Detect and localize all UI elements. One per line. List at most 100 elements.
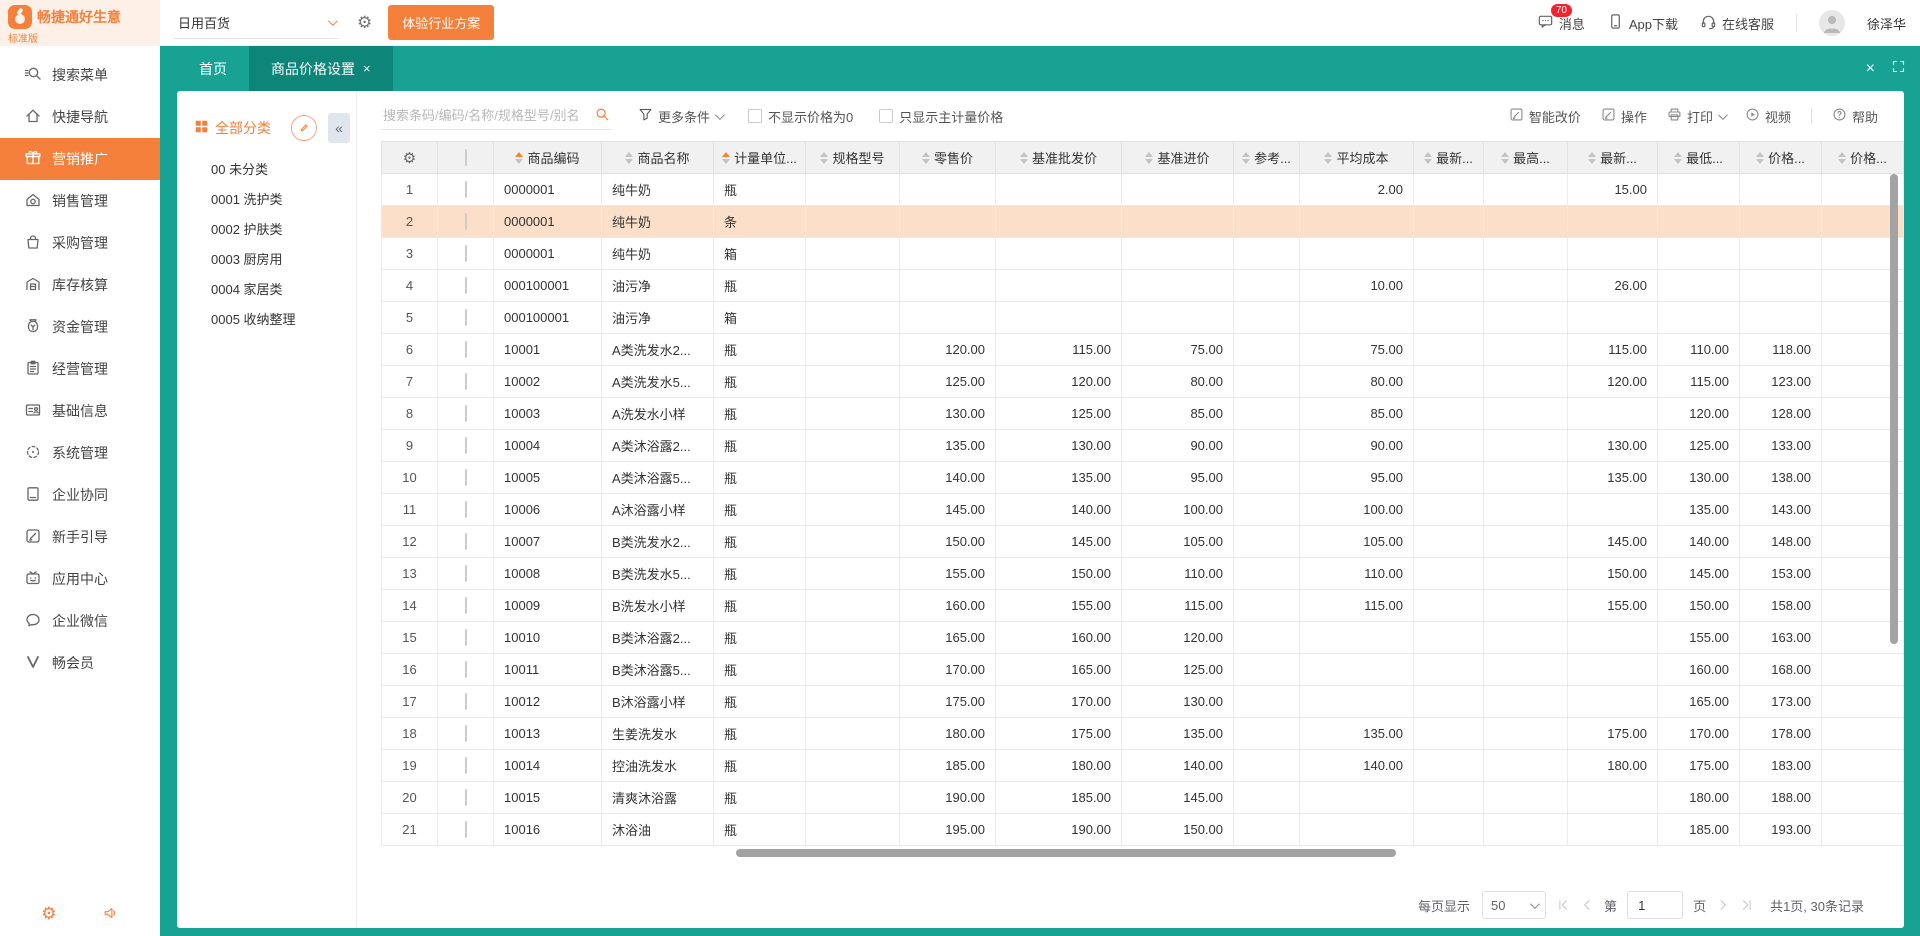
sort-arrows-icon[interactable] <box>1838 151 1847 164</box>
column-header-spec[interactable]: 规格型号 <box>805 141 900 174</box>
row-checkbox[interactable] <box>464 405 467 422</box>
row-checkbox[interactable] <box>464 309 467 326</box>
table-row[interactable]: 5 000100001 油污净箱 <box>381 301 1904 334</box>
sidebar-item-search[interactable]: 搜索菜单 <box>0 54 160 96</box>
edit-category-button[interactable] <box>291 115 317 141</box>
org-selector[interactable]: 日用百货 <box>174 7 339 39</box>
table-row[interactable]: 12 10007 B类洗发水2... 瓶 150.00 145.00 105.00 105.0… <box>381 525 1904 558</box>
select-all-checkbox[interactable] <box>464 149 467 166</box>
table-row[interactable]: 13 10008 B类洗发水5... 瓶 155.00 150.00 110.00 110.0… <box>381 557 1904 590</box>
sidebar-item-wechat[interactable]: 企业微信 <box>0 600 160 642</box>
column-header-retail[interactable]: 零售价 <box>899 141 996 174</box>
category-item[interactable]: 0005 收纳整理 <box>211 311 296 327</box>
row-checkbox[interactable] <box>464 789 467 806</box>
horizontal-scrollbar[interactable] <box>381 849 1886 857</box>
messages-button[interactable]: 消息 70 <box>1537 4 1585 33</box>
sort-arrows-icon[interactable] <box>1145 151 1154 164</box>
sidebar-item-appcenter[interactable]: 应用中心 <box>0 558 160 600</box>
video-button[interactable]: 视频 <box>1745 107 1791 126</box>
sort-arrows-icon[interactable] <box>1501 151 1510 164</box>
column-header-latest_a[interactable]: 最新... <box>1413 141 1484 174</box>
category-item[interactable]: 0001 洗护类 <box>211 191 283 207</box>
row-checkbox[interactable] <box>464 533 467 550</box>
print-button[interactable]: 打印 <box>1667 107 1728 126</box>
operate-button[interactable]: 操作 <box>1601 107 1647 126</box>
row-checkbox[interactable] <box>464 693 467 710</box>
row-checkbox[interactable] <box>464 821 467 838</box>
row-checkbox[interactable] <box>464 373 467 390</box>
row-checkbox[interactable] <box>464 629 467 646</box>
sort-arrows-icon[interactable] <box>722 151 731 164</box>
sort-arrows-icon[interactable] <box>1588 151 1597 164</box>
announcement-horn-icon[interactable] <box>103 905 119 924</box>
column-header-unit[interactable]: 计量单位... <box>713 141 806 174</box>
column-header-ref[interactable]: 参考... <box>1233 141 1300 174</box>
category-item[interactable]: 00 未分类 <box>211 161 269 177</box>
close-icon[interactable]: × <box>1865 59 1875 77</box>
table-row[interactable]: 8 10003 A洗发水小样瓶 130.00 125.00 85.00 85.00 120.0… <box>381 397 1904 430</box>
table-row[interactable]: 11 10006 A沐浴露小样瓶 145.00 140.00 100.00 100.00 13… <box>381 493 1904 526</box>
table-row[interactable]: 3 0000001 纯牛奶箱 <box>381 237 1904 270</box>
row-checkbox[interactable] <box>464 277 467 294</box>
sidebar-item-business[interactable]: 经营管理 <box>0 348 160 390</box>
table-row[interactable]: 10 10005 A类沐浴露5... 瓶 140.00 135.00 95.00 95.00 1… <box>381 461 1904 494</box>
row-checkbox[interactable] <box>464 245 467 262</box>
trial-plan-button[interactable]: 体验行业方案 <box>388 5 495 40</box>
sidebar-item-collab[interactable]: 企业协同 <box>0 474 160 516</box>
settings-gear-icon[interactable]: ⚙ <box>41 904 57 923</box>
row-checkbox[interactable] <box>464 597 467 614</box>
table-row[interactable]: 15 10010 B类沐浴露2... 瓶 165.00 160.00 120.00 155.0… <box>381 621 1904 654</box>
gear-icon[interactable]: ⚙ <box>402 149 417 167</box>
sidebar-item-purchase[interactable]: 采购管理 <box>0 222 160 264</box>
close-tab-icon[interactable]: × <box>363 61 371 76</box>
table-row[interactable]: 18 10013 生姜洗发水瓶 180.00 175.00 135.00 135.00 175… <box>381 717 1904 750</box>
collapse-panel-button[interactable]: « <box>328 113 350 143</box>
first-page-button[interactable] <box>1556 898 1570 912</box>
sidebar-item-sale[interactable]: 销售管理 <box>0 180 160 222</box>
per-page-select[interactable]: 50 <box>1482 891 1547 919</box>
column-header-price_a[interactable]: 价格... <box>1739 141 1822 174</box>
column-header-price_b[interactable]: 价格... <box>1821 141 1904 174</box>
avatar[interactable] <box>1818 10 1845 36</box>
sort-arrows-icon[interactable] <box>1756 151 1765 164</box>
sort-arrows-icon[interactable] <box>625 151 634 164</box>
table-row[interactable]: 9 10004 A类沐浴露2... 瓶 135.00 130.00 90.00 90.00 13… <box>381 429 1904 462</box>
sort-arrows-icon[interactable] <box>820 151 829 164</box>
sort-arrows-icon[interactable] <box>1019 151 1028 164</box>
row-checkbox[interactable] <box>464 757 467 774</box>
row-checkbox[interactable] <box>464 469 467 486</box>
column-header-avg_cost[interactable]: 平均成本 <box>1299 141 1414 174</box>
row-checkbox[interactable] <box>464 181 467 198</box>
prev-page-button[interactable] <box>1580 898 1594 912</box>
hide-zero-price-checkbox[interactable]: 不显示价格为0 <box>748 107 853 126</box>
next-page-button[interactable] <box>1716 898 1730 912</box>
sidebar-item-home[interactable]: 快捷导航 <box>0 96 160 138</box>
app-download-button[interactable]: App下载 <box>1607 13 1678 33</box>
category-item[interactable]: 0003 厨房用 <box>211 251 283 267</box>
column-header-name[interactable]: 商品名称 <box>601 141 714 174</box>
table-row[interactable]: 2 0000001 纯牛奶条 <box>381 205 1904 238</box>
row-checkbox[interactable] <box>464 565 467 582</box>
tab-price-settings[interactable]: 商品价格设置 × <box>249 46 393 91</box>
smart-reprice-button[interactable]: 智能改价 <box>1509 107 1581 126</box>
table-row[interactable]: 1 0000001 纯牛奶瓶 2.00 15.00 <box>381 173 1904 206</box>
column-header-highest[interactable]: 最高... <box>1483 141 1568 174</box>
checkbox[interactable] <box>748 109 763 123</box>
sidebar-item-funds[interactable]: 资金管理 <box>0 306 160 348</box>
row-checkbox[interactable] <box>464 661 467 678</box>
category-item[interactable]: 0002 护肤类 <box>211 221 283 237</box>
sort-arrows-icon[interactable] <box>1424 151 1433 164</box>
vertical-scrollbar[interactable] <box>1890 174 1898 644</box>
column-header-base_wholesale[interactable]: 基准批发价 <box>995 141 1122 174</box>
category-item[interactable]: 0004 家居类 <box>211 281 283 297</box>
table-row[interactable]: 21 10016 沐浴油瓶 195.00 190.00 150.00 185.00 193.0… <box>381 813 1904 846</box>
row-checkbox[interactable] <box>464 213 467 230</box>
sidebar-item-newguide[interactable]: 新手引导 <box>0 516 160 558</box>
help-button[interactable]: 帮助 <box>1832 107 1878 126</box>
sidebar-item-member[interactable]: 畅会员 <box>0 642 160 684</box>
sort-arrows-icon[interactable] <box>921 151 930 164</box>
column-header-latest_b[interactable]: 最新... <box>1567 141 1658 174</box>
sidebar-item-inventory[interactable]: 库存核算 <box>0 264 160 306</box>
table-row[interactable]: 7 10002 A类洗发水5... 瓶 125.00 120.00 80.00 80.00 12… <box>381 365 1904 398</box>
settings-gear-icon[interactable]: ⚙ <box>357 12 373 32</box>
